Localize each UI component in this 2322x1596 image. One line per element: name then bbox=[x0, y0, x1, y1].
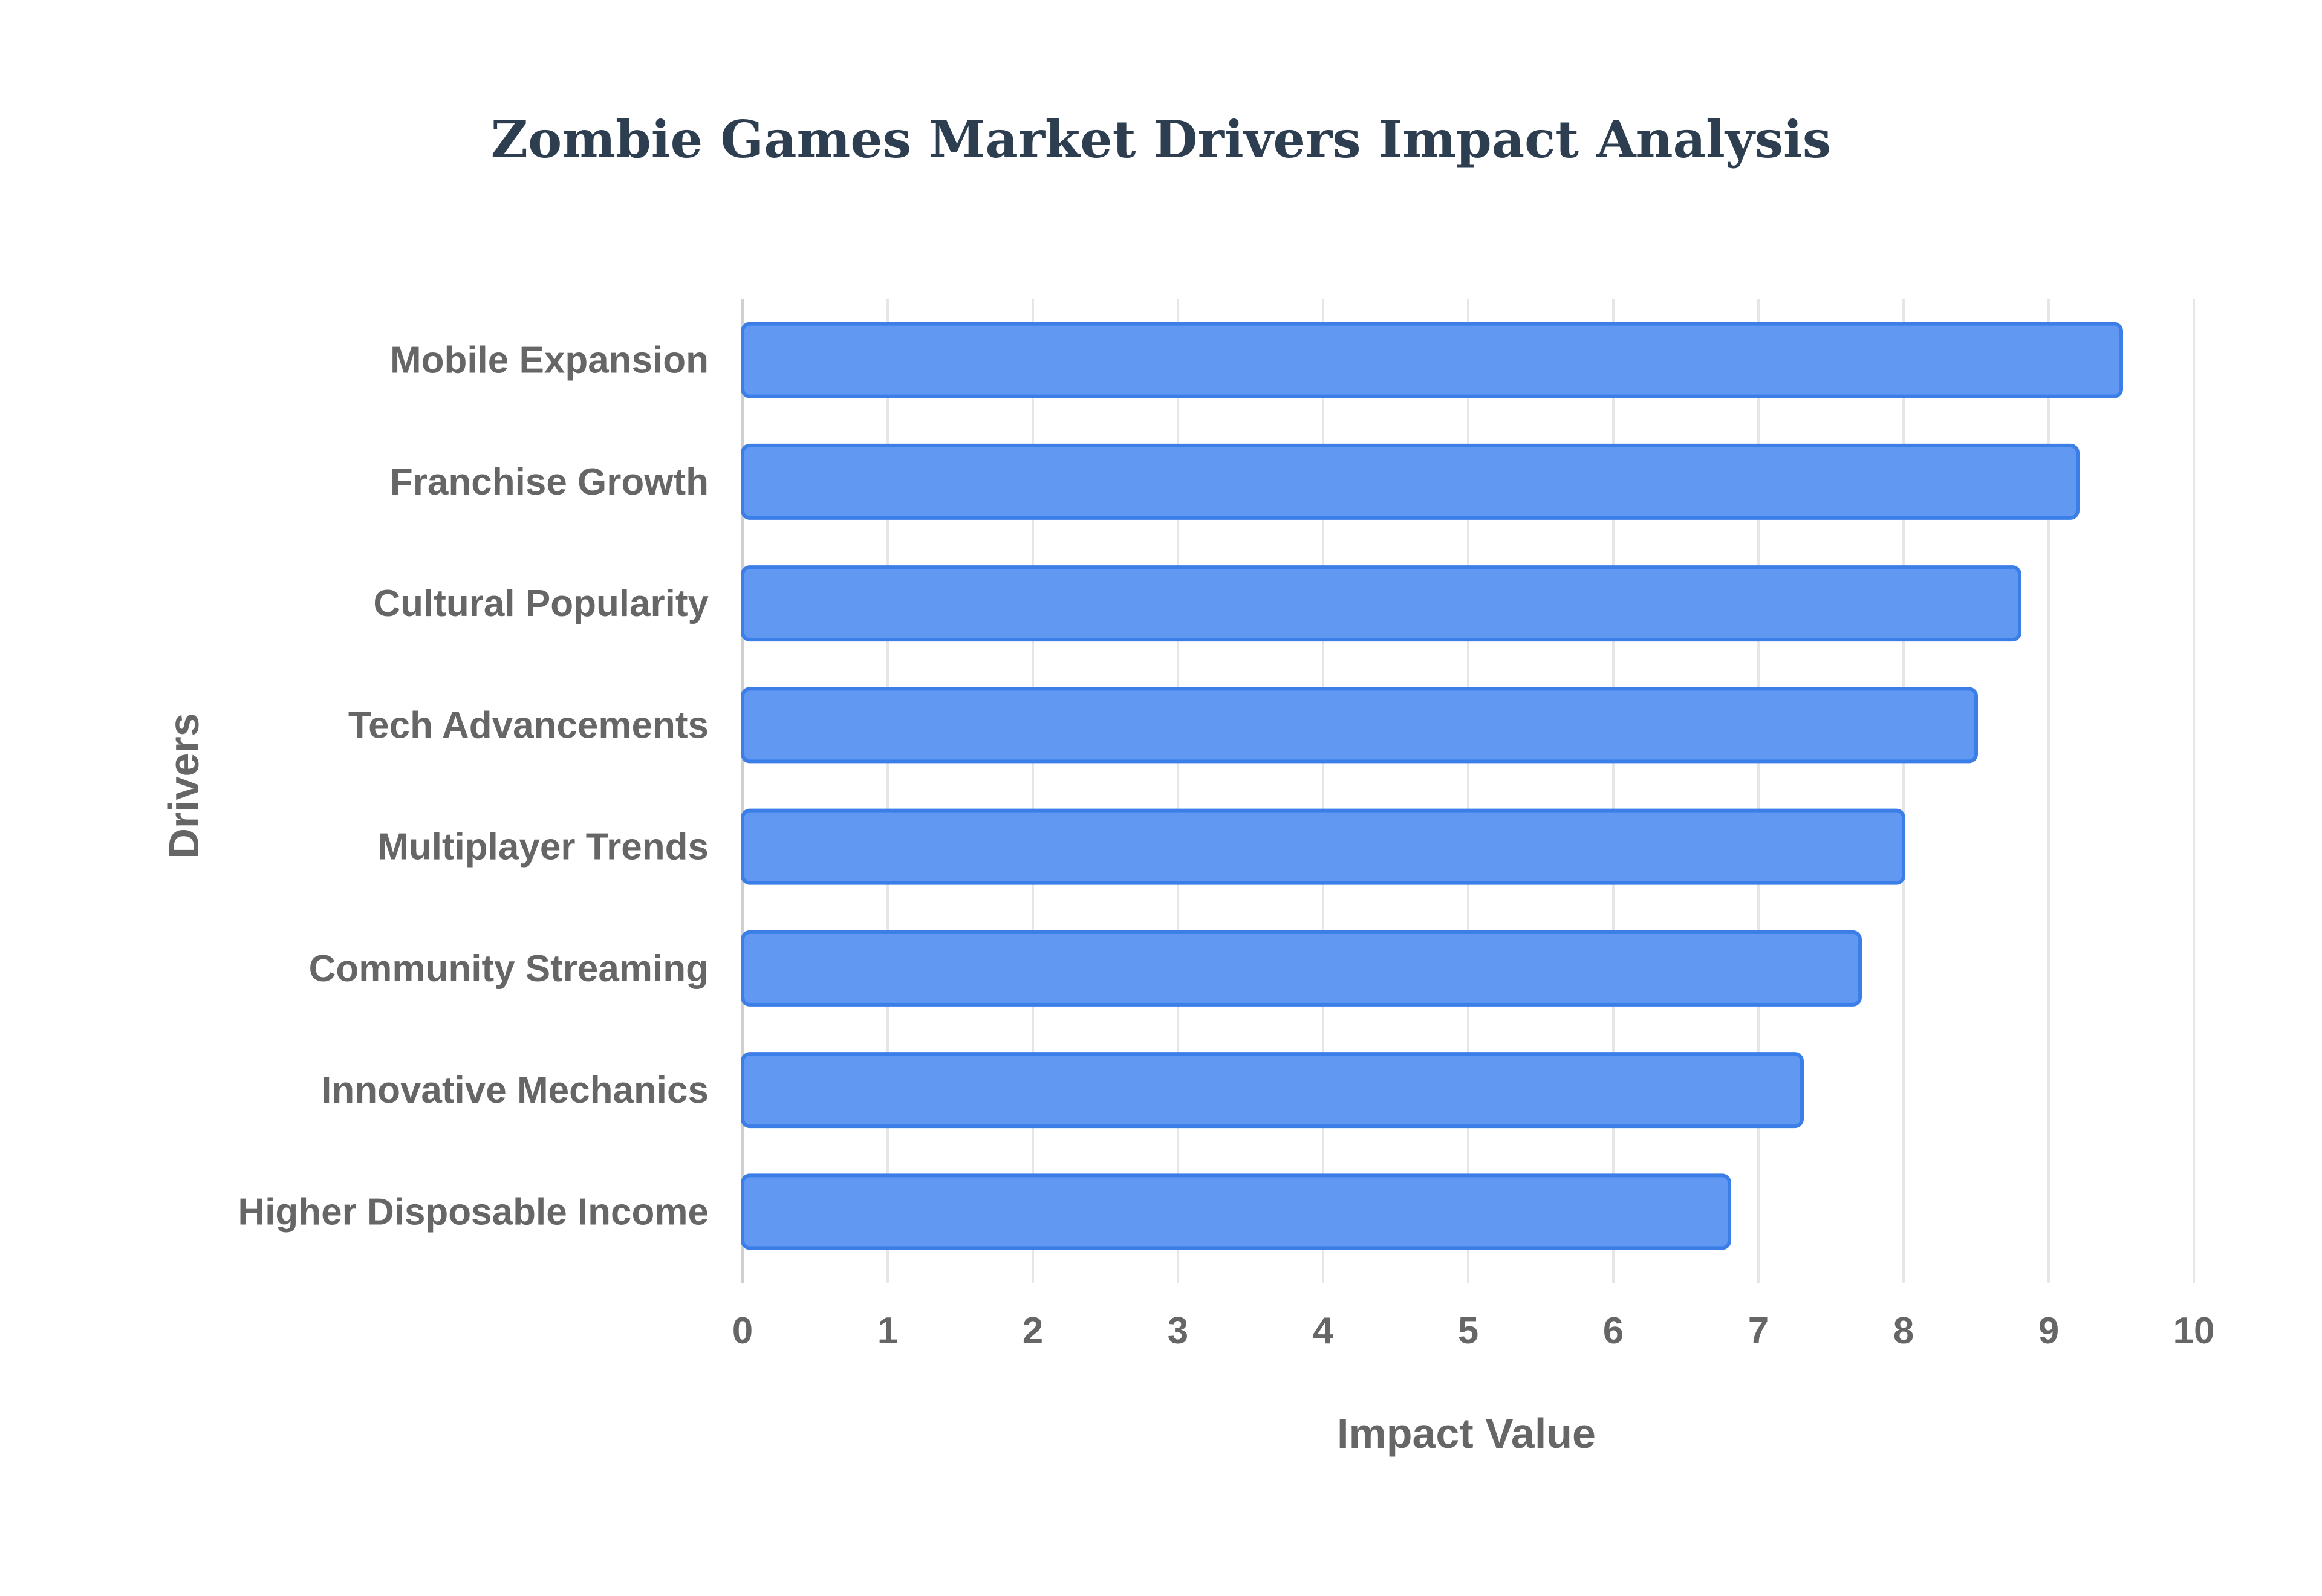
bar bbox=[741, 1052, 1804, 1129]
category-label: Community Streaming bbox=[309, 948, 709, 990]
category-label: Mobile Expansion bbox=[390, 340, 709, 381]
x-tick-label: 8 bbox=[1893, 1310, 1914, 1352]
bar bbox=[741, 930, 1862, 1007]
category-labels: Mobile Expansion Franchise Growth Cultural… bbox=[238, 340, 709, 1233]
category-label: Innovative Mechanics bbox=[321, 1069, 709, 1111]
x-tick-label: 10 bbox=[2173, 1310, 2215, 1352]
x-tick-label: 2 bbox=[1023, 1310, 1043, 1352]
bar bbox=[741, 808, 1905, 885]
bar bbox=[741, 443, 2080, 520]
x-tick-label: 6 bbox=[1603, 1310, 1624, 1352]
x-tick-label: 5 bbox=[1458, 1310, 1478, 1352]
x-axis-title: Impact Value bbox=[1337, 1410, 1596, 1457]
x-tick-label: 7 bbox=[1748, 1310, 1769, 1352]
bar bbox=[741, 565, 2021, 642]
x-tick-label: 1 bbox=[877, 1310, 898, 1352]
chart-title: Zombie Games Market Drivers Impact Analy… bbox=[491, 109, 1831, 169]
category-label: Higher Disposable Income bbox=[238, 1191, 709, 1233]
bar bbox=[741, 1173, 1731, 1250]
bars bbox=[741, 322, 2123, 1250]
y-axis-title: Drivers bbox=[160, 713, 207, 858]
category-label: Cultural Popularity bbox=[373, 583, 709, 624]
x-tick-labels: 0 1 2 3 4 5 6 7 8 9 10 bbox=[732, 1310, 2215, 1352]
x-tick-label: 4 bbox=[1313, 1310, 1334, 1352]
x-tick-label: 9 bbox=[2038, 1310, 2059, 1352]
x-tick-label: 3 bbox=[1168, 1310, 1188, 1352]
x-tick-label: 0 bbox=[732, 1310, 753, 1352]
category-label: Franchise Growth bbox=[390, 461, 709, 503]
bar bbox=[741, 322, 2123, 398]
category-label: Multiplayer Trends bbox=[377, 826, 709, 868]
category-label: Tech Advancements bbox=[348, 704, 709, 746]
bar bbox=[741, 687, 1978, 764]
